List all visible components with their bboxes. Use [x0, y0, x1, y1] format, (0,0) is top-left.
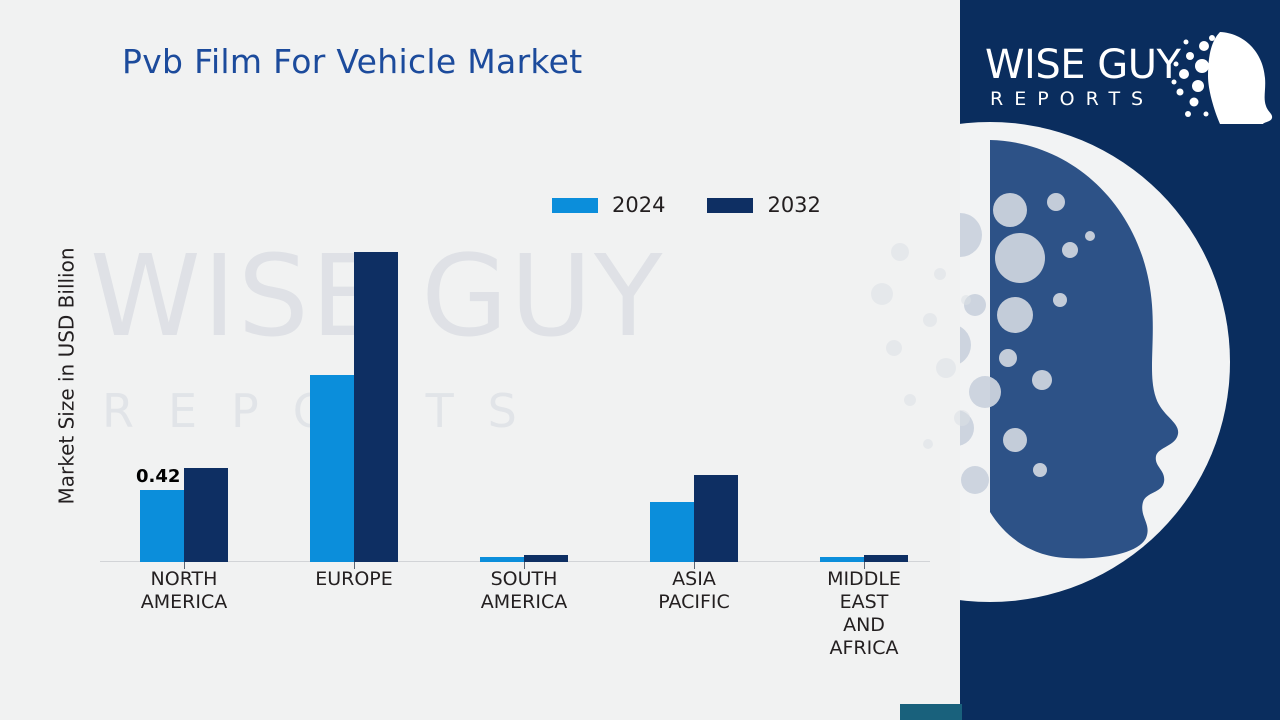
- bar-2032-5[interactable]: [864, 555, 908, 562]
- bar-value-label: 0.42: [136, 466, 181, 487]
- brand-logo: WISE GUY REPORTS: [985, 30, 1273, 125]
- bar-2024-3[interactable]: [480, 557, 524, 562]
- bar-group: ASIA PACIFIC: [619, 180, 769, 613]
- page-title: Pvb Film For Vehicle Market: [122, 42, 583, 81]
- legend-label-2032: 2032: [767, 193, 821, 217]
- y-axis-label-text: Market Size in USD Billion: [55, 247, 79, 505]
- bar-pair: [279, 180, 429, 562]
- bar-group: MIDDLE EAST AND AFRICA: [789, 180, 939, 659]
- dot-pattern-decoration: [960, 193, 1095, 494]
- logo-primary-text: WISE GUY: [985, 42, 1181, 88]
- bar-group: SOUTH AMERICA: [449, 180, 599, 613]
- chart-legend: 2024 2032: [552, 193, 821, 217]
- legend-item-2024[interactable]: 2024: [552, 193, 665, 217]
- bar-2024-2[interactable]: [310, 375, 354, 562]
- bar-group: NORTH AMERICA: [109, 180, 259, 613]
- y-axis-label: Market Size in USD Billion: [52, 196, 82, 556]
- category-label: EUROPE: [315, 568, 393, 590]
- bar-2032-2[interactable]: [354, 252, 398, 562]
- bar-group: EUROPE: [279, 180, 429, 590]
- bar-2024-1[interactable]: [140, 490, 184, 562]
- legend-swatch-2032: [707, 197, 754, 213]
- bar-2032-4[interactable]: [694, 475, 738, 562]
- plot-area: NORTH AMERICA EUROPE SOUTH AMERICA ASIA PACIFI…: [100, 180, 930, 659]
- axis-tick: [863, 562, 865, 569]
- bar-pair: [449, 180, 599, 562]
- logo-secondary-text: REPORTS: [990, 88, 1155, 110]
- category-label: SOUTH AMERICA: [480, 568, 568, 613]
- bar-2024-4[interactable]: [650, 502, 694, 562]
- head-profile-icon: [1171, 32, 1273, 124]
- category-label: ASIA PACIFIC: [658, 568, 730, 613]
- axis-tick: [353, 562, 355, 569]
- axis-tick: [693, 562, 695, 569]
- legend-label-2024: 2024: [612, 193, 666, 217]
- bar-pair: [619, 180, 769, 562]
- chart: Market Size in USD Billion 2024 2032 NOR…: [52, 180, 930, 659]
- bar-2024-5[interactable]: [820, 557, 864, 562]
- category-label: MIDDLE EAST AND AFRICA: [827, 568, 901, 659]
- axis-tick: [183, 562, 185, 569]
- bar-pair: [789, 180, 939, 562]
- category-label: NORTH AMERICA: [140, 568, 228, 613]
- legend-swatch-2024: [552, 197, 598, 213]
- bottom-teal-accent: [900, 704, 962, 720]
- bar-2032-3[interactable]: [524, 555, 568, 562]
- legend-item-2032[interactable]: 2032: [707, 193, 821, 217]
- bar-2032-1[interactable]: [184, 468, 228, 562]
- axis-tick: [523, 562, 525, 569]
- bar-pair: [109, 180, 259, 562]
